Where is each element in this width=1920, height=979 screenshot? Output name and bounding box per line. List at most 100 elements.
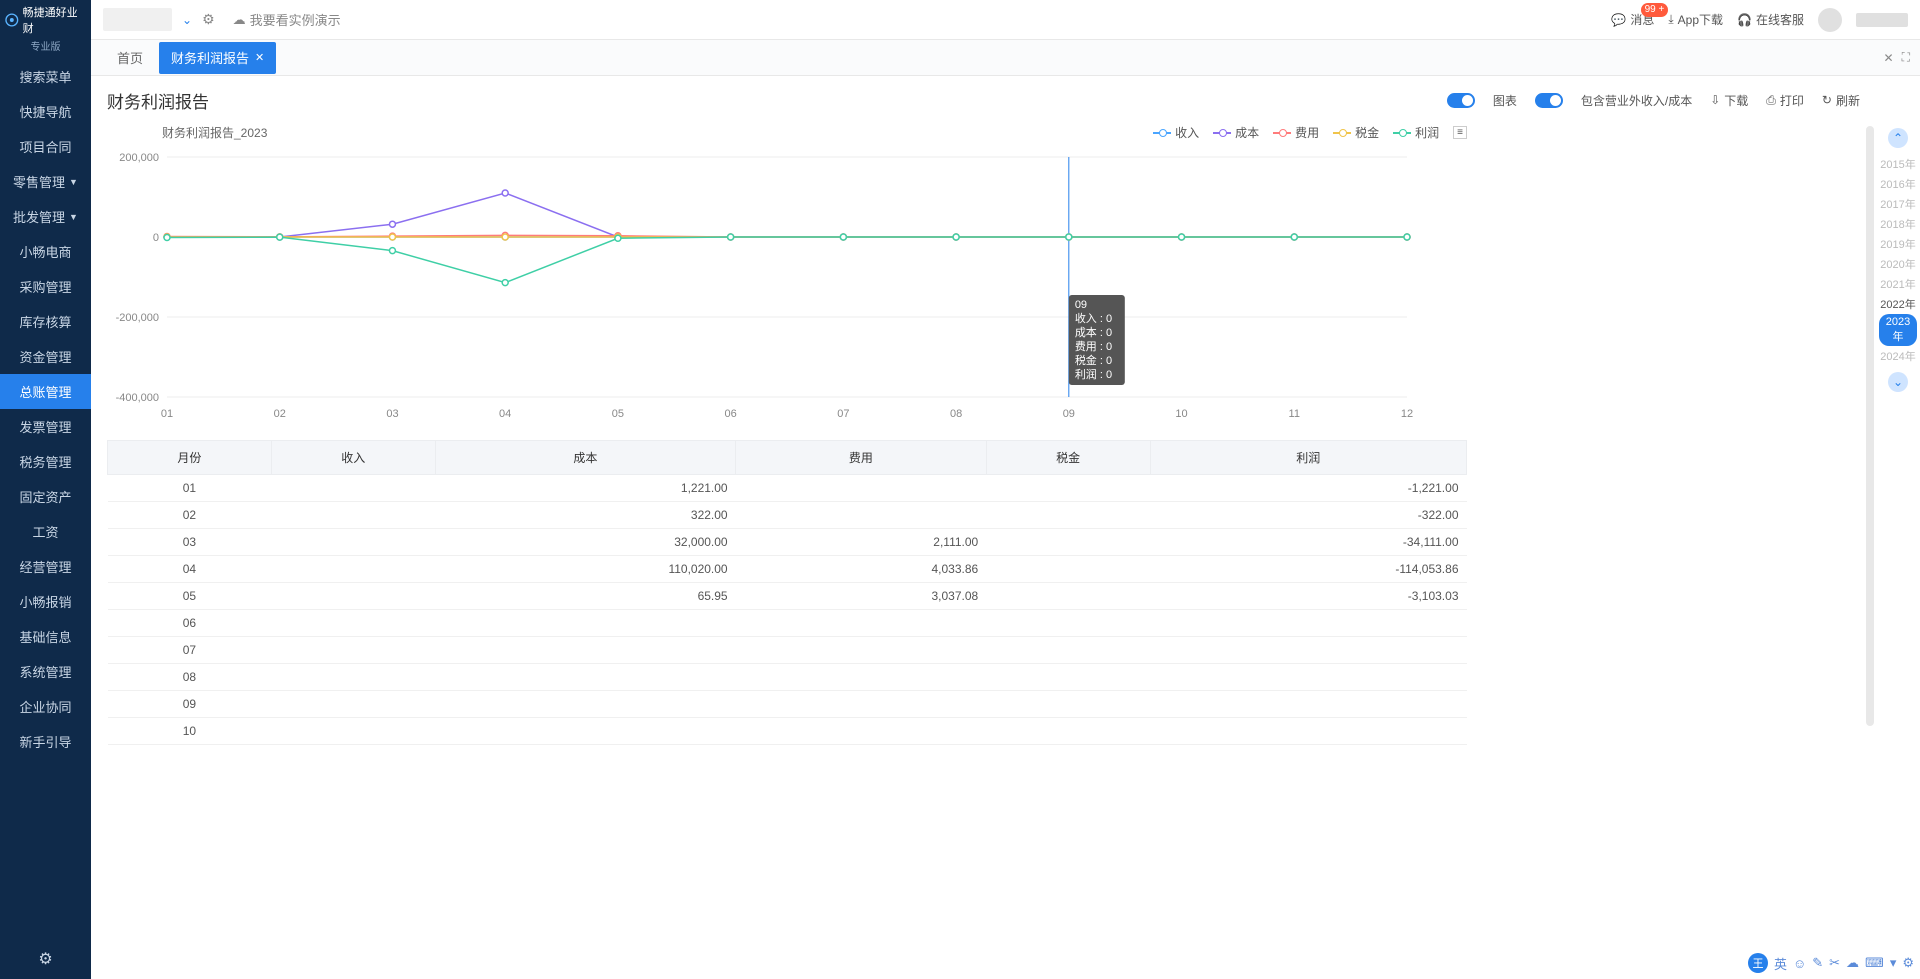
table-cell: 03 [108,529,272,556]
table-cell: 08 [108,664,272,691]
year-scroll-up-icon[interactable]: ⌃ [1888,128,1908,148]
year-item[interactable]: 2019年 [1876,234,1920,254]
table-cell: 06 [108,610,272,637]
scrollbar[interactable] [1866,126,1874,766]
print-button[interactable]: ⎙打印 [1766,92,1804,109]
ime-down-icon[interactable]: ▾ [1890,955,1897,971]
legend-item[interactable]: 成本 [1213,124,1259,141]
download-button[interactable]: ⇩下载 [1710,92,1748,109]
sidebar-item[interactable]: 小畅电商 [0,234,91,269]
org-selector[interactable] [103,8,172,31]
table-header-cell: 收入 [271,441,435,475]
ime-gear-icon[interactable]: ⚙ [1902,955,1914,971]
table-cell [271,529,435,556]
table-cell: 110,020.00 [435,556,735,583]
toggle-include[interactable] [1535,93,1563,108]
svg-text:0: 0 [153,232,159,244]
sidebar-item[interactable]: 经营管理 [0,549,91,584]
table-header-row: 月份收入成本费用税金利润 [108,441,1467,475]
ime-cloud-icon[interactable]: ☁ [1846,955,1859,971]
year-item[interactable]: 2022年 [1876,294,1920,314]
service-link[interactable]: 🎧 在线客服 [1737,11,1804,28]
ime-lang[interactable]: 英 [1774,954,1787,973]
legend-label: 收入 [1175,124,1199,141]
year-item[interactable]: 2018年 [1876,214,1920,234]
legend-item[interactable]: 收入 [1153,124,1199,141]
sidebar-item[interactable]: 基础信息 [0,619,91,654]
tab[interactable]: 首页 [105,42,155,74]
demo-link[interactable]: ☁ 我要看实例演示 [233,10,341,29]
topbar-left: ⌄ ⚙ ☁ 我要看实例演示 [103,8,341,31]
tab-close-icon[interactable]: ✕ [255,51,264,64]
toggle-chart[interactable] [1447,93,1475,108]
sidebar-item[interactable]: 小畅报销 [0,584,91,619]
sidebar-item[interactable]: 工资 [0,514,91,549]
table-row: 011,221.00-1,221.00 [108,475,1467,502]
table-cell [1150,664,1466,691]
table-cell: 1,221.00 [435,475,735,502]
year-rail: ⌃ 2015年2016年2017年2018年2019年2020年2021年202… [1876,124,1920,392]
legend-item[interactable]: 利润 [1393,124,1439,141]
table-row: 04110,020.004,033.86-114,053.86 [108,556,1467,583]
app-download-link[interactable]: ⤓ App下载 [1668,11,1723,28]
sidebar-item[interactable]: 系统管理 [0,654,91,689]
sidebar-item[interactable]: 库存核算 [0,304,91,339]
table-cell: 32,000.00 [435,529,735,556]
tab[interactable]: 财务利润报告✕ [159,42,276,74]
org-settings-icon[interactable]: ⚙ [202,11,215,28]
sidebar-item[interactable]: 零售管理▼ [0,164,91,199]
table-cell [435,718,735,745]
sidebar-item[interactable]: 总账管理 [0,374,91,409]
table-cell [435,664,735,691]
table-cell: -34,111.00 [1150,529,1466,556]
svg-text:02: 02 [274,408,286,420]
sidebar-item[interactable]: 发票管理 [0,409,91,444]
sidebar-item[interactable]: 固定资产 [0,479,91,514]
table-cell [271,556,435,583]
svg-text:03: 03 [386,408,398,420]
ime-badge[interactable]: 王 [1748,953,1768,973]
download-action-icon: ⇩ [1710,93,1720,107]
year-item[interactable]: 2024年 [1876,346,1920,366]
year-item[interactable]: 2021年 [1876,274,1920,294]
messages-link[interactable]: 💬 消息 99 + [1611,11,1654,28]
fullscreen-icon[interactable]: ⛶ [1902,50,1910,65]
sidebar-item[interactable]: 采购管理 [0,269,91,304]
ime-keyboard-icon[interactable]: ⌨ [1865,955,1884,971]
sidebar-item[interactable]: 批发管理▼ [0,199,91,234]
table-cell [435,610,735,637]
sidebar-item[interactable]: 企业协同 [0,689,91,724]
sidebar-item[interactable]: 新手引导 [0,724,91,759]
user-name[interactable] [1856,13,1908,27]
year-scroll-down-icon[interactable]: ⌄ [1888,372,1908,392]
close-all-tabs-icon[interactable]: ✕ [1884,51,1894,65]
legend-item[interactable]: 税金 [1333,124,1379,141]
sidebar-item[interactable]: 项目合同 [0,129,91,164]
line-chart[interactable]: -400,000-200,0000200,0000102030405060708… [107,147,1417,427]
table-cell: 04 [108,556,272,583]
table-cell: 65.95 [435,583,735,610]
sidebar-item[interactable]: 税务管理 [0,444,91,479]
table-cell [736,475,987,502]
sidebar-item[interactable]: 搜索菜单 [0,59,91,94]
chevron-down-icon[interactable]: ⌄ [182,13,192,27]
year-item[interactable]: 2020年 [1876,254,1920,274]
sidebar-item[interactable]: 资金管理 [0,339,91,374]
chart-area: 财务利润报告_2023 收入成本费用税金利润≡ -400,000-200,000… [107,124,1467,434]
avatar[interactable] [1818,8,1842,32]
ime-smile-icon[interactable]: ☺ [1793,956,1806,971]
svg-text:01: 01 [161,408,173,420]
sidebar-item[interactable]: 快捷导航 [0,94,91,129]
year-item[interactable]: 2015年 [1876,154,1920,174]
legend-item[interactable]: 费用 [1273,124,1319,141]
legend-collapse-icon[interactable]: ≡ [1453,126,1467,139]
year-item[interactable]: 2016年 [1876,174,1920,194]
year-item[interactable]: 2023年 [1879,314,1917,346]
svg-text:09: 09 [1063,408,1075,420]
year-item[interactable]: 2017年 [1876,194,1920,214]
refresh-button[interactable]: ↻刷新 [1822,92,1860,109]
ime-edit-icon[interactable]: ✎ [1812,955,1823,971]
legend-label: 成本 [1235,124,1259,141]
ime-scissor-icon[interactable]: ✂ [1829,955,1840,971]
settings-gear-icon[interactable]: ⚙ [0,949,91,969]
